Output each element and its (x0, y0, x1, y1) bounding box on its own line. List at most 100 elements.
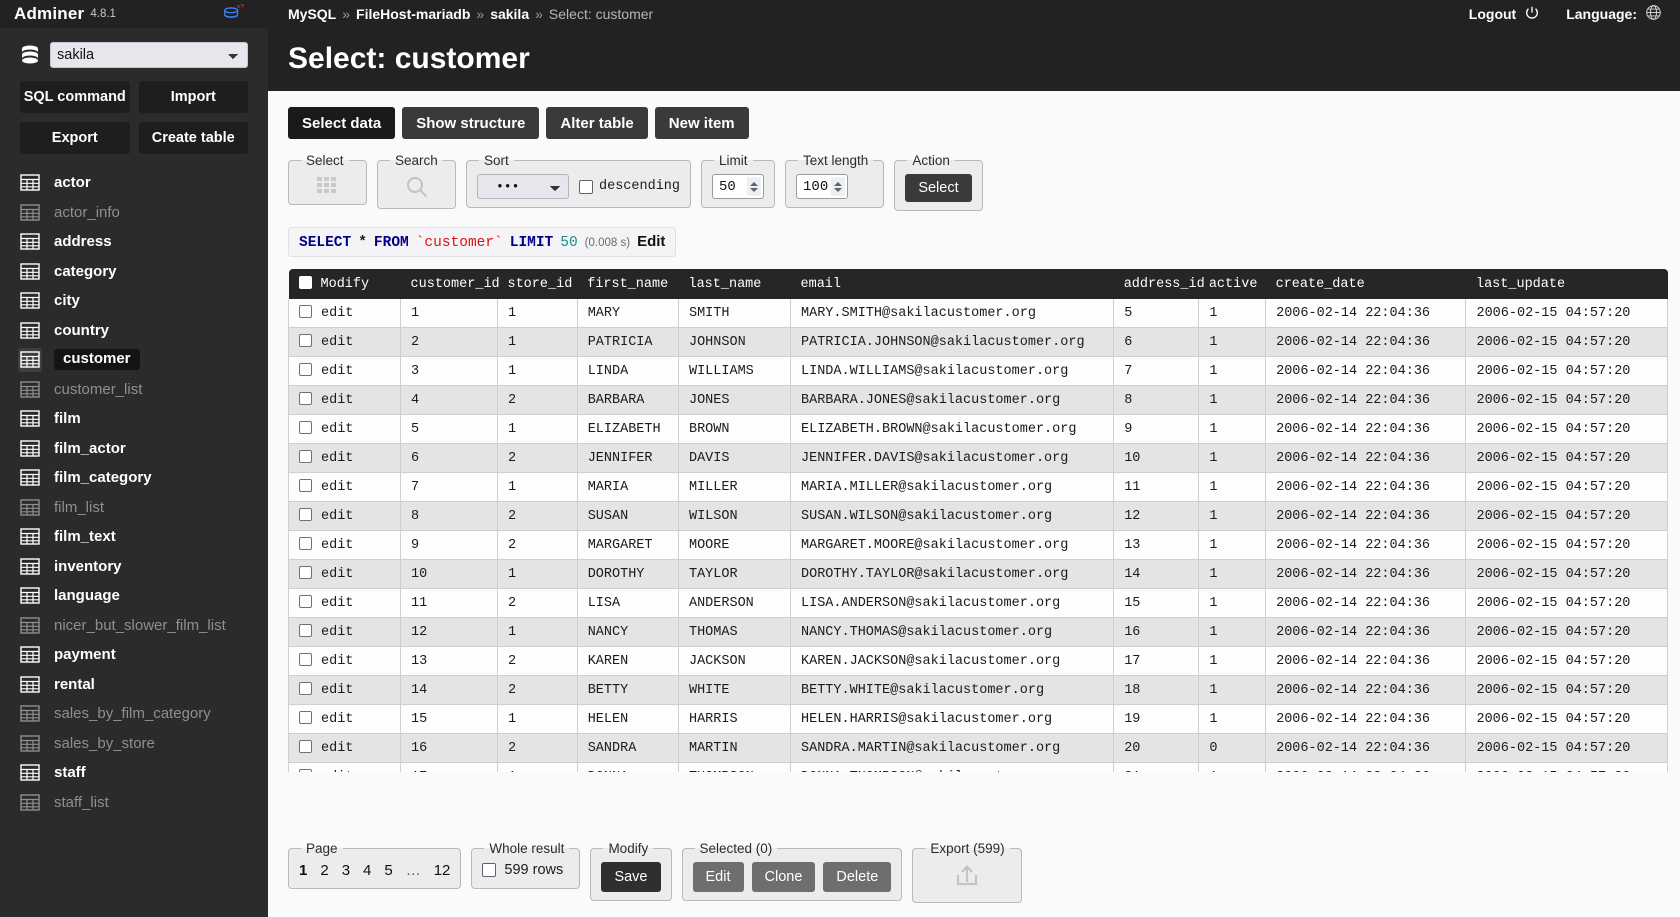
cell-address-id[interactable]: 6 (1113, 327, 1200, 357)
cell-first-name[interactable]: KAREN (576, 646, 679, 676)
cell-active[interactable]: 1 (1198, 414, 1267, 444)
text-length-spinner[interactable] (831, 177, 846, 196)
table-row[interactable]: edit 5 1 ELIZABETH BROWN ELIZABETH.BROWN@saki… (288, 414, 1668, 444)
cell-store-id[interactable]: 1 (496, 704, 578, 734)
sidebar-table-sales_by_film_category[interactable]: sales_by_film_category (0, 699, 268, 729)
cell-first-name[interactable]: JENNIFER (576, 443, 679, 473)
table-row[interactable]: edit 11 2 LISA ANDERSON LISA.ANDERSON@sakilac… (288, 588, 1668, 618)
cell-customer-id[interactable]: 6 (400, 443, 498, 473)
cell-active[interactable]: 1 (1198, 327, 1267, 357)
cell-store-id[interactable]: 1 (496, 617, 578, 647)
cell-customer-id[interactable]: 10 (400, 559, 498, 589)
cell-create-date[interactable]: 2006-02-14 22:04:36 (1265, 617, 1467, 647)
cell-store-id[interactable]: 1 (496, 472, 578, 502)
pagination-page-1[interactable]: 1 (299, 862, 308, 879)
cell-last-update[interactable]: 2006-02-15 04:57:20 (1465, 762, 1668, 772)
column-header-last-name[interactable]: last_name (678, 269, 791, 299)
cell-active[interactable]: 1 (1198, 675, 1267, 705)
cell-email[interactable]: KAREN.JACKSON@sakilacustomer.org (789, 646, 1115, 676)
row-checkbox[interactable] (299, 624, 312, 637)
table-row[interactable]: edit 7 1 MARIA MILLER MARIA.MILLER@sakilacust… (288, 472, 1668, 502)
cell-last-name[interactable]: WILLIAMS (677, 356, 792, 386)
table-row[interactable]: edit 9 2 MARGARET MOORE MARGARET.MOORE@sakila… (288, 530, 1668, 560)
cell-store-id[interactable]: 1 (496, 414, 578, 444)
cell-last-name[interactable]: JONES (677, 385, 792, 415)
cell-customer-id[interactable]: 4 (400, 385, 498, 415)
sidebar-table-category[interactable]: category (0, 257, 268, 287)
cell-address-id[interactable]: 5 (1113, 299, 1200, 328)
cell-address-id[interactable]: 11 (1113, 472, 1200, 502)
descending-checkbox-box[interactable] (579, 179, 593, 194)
column-header-first-name[interactable]: first_name (577, 269, 679, 299)
cell-customer-id[interactable]: 14 (400, 675, 498, 705)
row-edit-link[interactable]: edit (321, 335, 354, 350)
row-edit-link[interactable]: edit (321, 567, 354, 582)
cell-email[interactable]: LINDA.WILLIAMS@sakilacustomer.org (789, 356, 1115, 386)
grid-icon[interactable] (315, 174, 341, 196)
cell-create-date[interactable]: 2006-02-14 22:04:36 (1265, 530, 1467, 560)
cell-last-name[interactable]: TAYLOR (677, 559, 792, 589)
cell-last-update[interactable]: 2006-02-15 04:57:20 (1465, 733, 1668, 763)
cell-address-id[interactable]: 9 (1113, 414, 1200, 444)
select-submit-button[interactable]: Select (905, 174, 972, 202)
sidebar-table-payment[interactable]: payment (0, 640, 268, 670)
cell-address-id[interactable]: 7 (1113, 356, 1200, 386)
sidebar-table-country[interactable]: country (0, 316, 268, 346)
tab-select-data[interactable]: Select data (288, 107, 396, 139)
row-checkbox[interactable] (299, 653, 312, 666)
cell-create-date[interactable]: 2006-02-14 22:04:36 (1265, 385, 1467, 415)
cell-email[interactable]: LISA.ANDERSON@sakilacustomer.org (789, 588, 1115, 618)
sidebar-table-nicer_but_slower_film_list[interactable]: nicer_but_slower_film_list (0, 611, 268, 641)
cell-store-id[interactable]: 1 (496, 299, 578, 328)
table-row[interactable]: edit 13 2 KAREN JACKSON KAREN.JACKSON@sakilac… (288, 646, 1668, 676)
row-checkbox[interactable] (299, 740, 312, 753)
table-row[interactable]: edit 12 1 NANCY THOMAS NANCY.THOMAS@sakilacus… (288, 617, 1668, 647)
table-row[interactable]: edit 1 1 MARY SMITH MARY.SMITH@sakilacustomer… (288, 299, 1668, 328)
row-checkbox[interactable] (299, 711, 312, 724)
row-checkbox[interactable] (299, 682, 312, 695)
row-checkbox[interactable] (299, 508, 312, 521)
cell-create-date[interactable]: 2006-02-14 22:04:36 (1265, 675, 1467, 705)
tab-show-structure[interactable]: Show structure (402, 107, 540, 139)
cell-email[interactable]: HELEN.HARRIS@sakilacustomer.org (789, 704, 1115, 734)
descending-checkbox[interactable]: descending (579, 179, 680, 194)
pagination-page-3[interactable]: 3 (341, 862, 351, 879)
cell-customer-id[interactable]: 3 (400, 356, 498, 386)
row-checkbox[interactable] (299, 421, 312, 434)
logout-button[interactable]: Logout (1469, 5, 1540, 24)
cell-first-name[interactable]: HELEN (576, 704, 679, 734)
table-row[interactable]: edit 6 2 JENNIFER DAVIS JENNIFER.DAVIS@sakila… (288, 443, 1668, 473)
select-all-checkbox[interactable] (298, 276, 312, 289)
cell-create-date[interactable]: 2006-02-14 22:04:36 (1265, 414, 1467, 444)
text-length-stepper[interactable] (796, 174, 849, 199)
cell-active[interactable]: 0 (1198, 733, 1267, 763)
sidebar-table-actor[interactable]: actor (0, 168, 268, 198)
cell-create-date[interactable]: 2006-02-14 22:04:36 (1265, 646, 1467, 676)
cell-store-id[interactable]: 2 (496, 733, 578, 763)
table-row[interactable]: edit171DONNATHOMPSONDONNA.THOMPSON@sakil… (288, 762, 1668, 772)
cell-last-name[interactable]: DAVIS (677, 443, 792, 473)
limit-spinner[interactable] (747, 177, 762, 196)
tab-new-item[interactable]: New item (654, 107, 749, 139)
cell-active[interactable]: 1 (1198, 762, 1267, 772)
cell-create-date[interactable]: 2006-02-14 22:04:36 (1265, 588, 1467, 618)
cell-first-name[interactable]: NANCY (576, 617, 679, 647)
cell-last-name[interactable]: WHITE (677, 675, 792, 705)
table-row[interactable]: edit 8 2 SUSAN WILSON SUSAN.WILSON@sakilacust… (288, 501, 1668, 531)
pagination-page-12[interactable]: 12 (433, 862, 451, 879)
cell-store-id[interactable]: 2 (496, 501, 578, 531)
import-button[interactable]: Import (138, 81, 248, 113)
cell-last-name[interactable]: THOMAS (677, 617, 792, 647)
sql-command-button[interactable]: SQL command (20, 81, 130, 113)
row-edit-link[interactable]: edit (321, 741, 354, 756)
cell-create-date[interactable]: 2006-02-14 22:04:36 (1265, 327, 1467, 357)
row-edit-link[interactable]: edit (321, 480, 354, 495)
cell-address-id[interactable]: 15 (1113, 588, 1200, 618)
cell-first-name[interactable]: BETTY (576, 675, 679, 705)
database-select[interactable]: sakila (50, 42, 248, 68)
cell-email[interactable]: MARIA.MILLER@sakilacustomer.org (789, 472, 1115, 502)
sidebar-table-film_category[interactable]: film_category (0, 463, 268, 493)
cell-email[interactable]: ELIZABETH.BROWN@sakilacustomer.org (789, 414, 1115, 444)
row-edit-link[interactable]: edit (321, 306, 354, 321)
column-header-customer-id[interactable]: customer_id (400, 269, 500, 299)
